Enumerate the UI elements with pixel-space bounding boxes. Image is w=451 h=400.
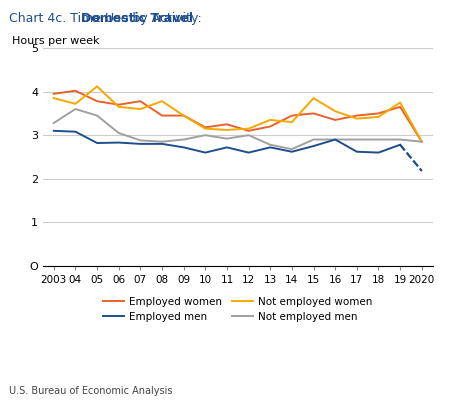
Text: Hours per week: Hours per week [12, 36, 99, 46]
Text: U.S. Bureau of Economic Analysis: U.S. Bureau of Economic Analysis [9, 386, 173, 396]
Text: Chart 4c. Time Use by Activity:: Chart 4c. Time Use by Activity: [9, 12, 206, 25]
Legend: Employed women, Employed men, Not employed women, Not employed men: Employed women, Employed men, Not employ… [99, 292, 377, 326]
Text: Domestic Travel: Domestic Travel [81, 12, 193, 25]
